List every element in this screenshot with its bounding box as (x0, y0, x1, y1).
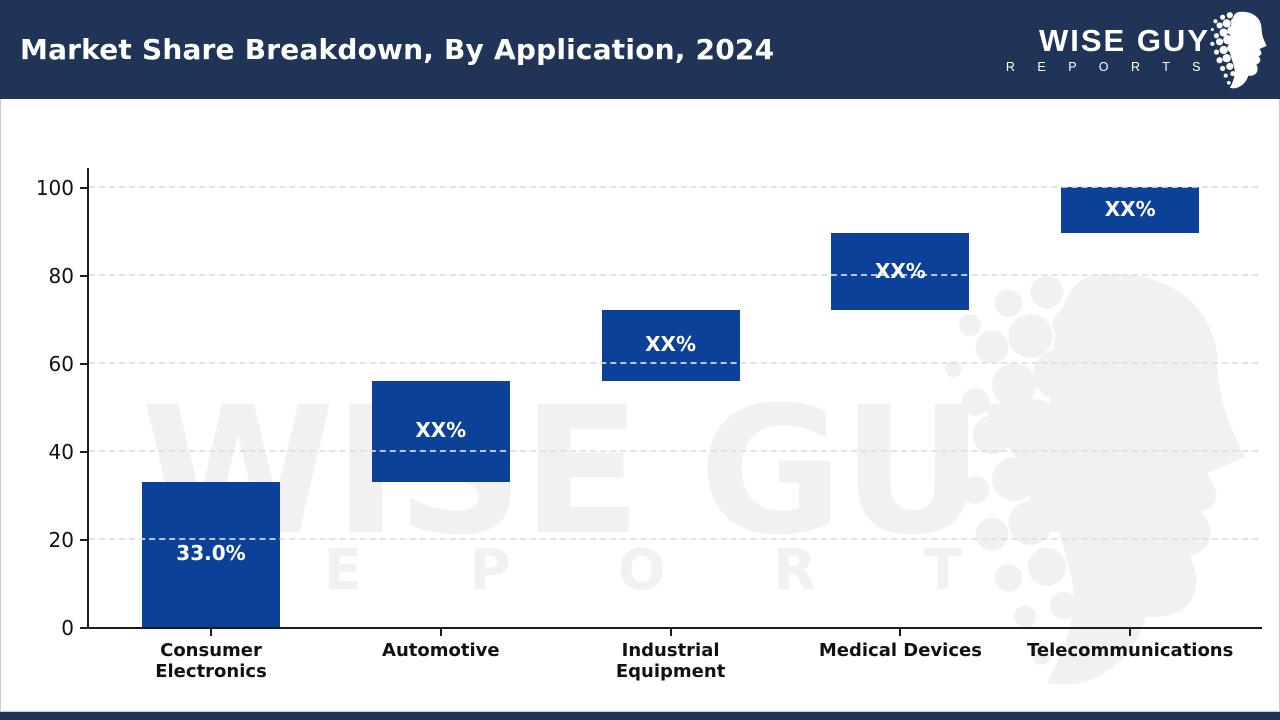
wiseguy-head-icon (1210, 11, 1267, 88)
gridline (89, 186, 1258, 188)
gridline (89, 362, 1258, 364)
y-tick-label: 40 (48, 440, 74, 464)
x-tick (439, 629, 442, 636)
y-tick-label: 20 (48, 528, 74, 552)
bar-value-label: XX% (874, 258, 926, 283)
category-label: Consumer Electronics (155, 640, 267, 682)
watermark-head-icon (942, 273, 1245, 685)
watermark-brand: WISE GUY (141, 369, 1110, 574)
bar-value-label: XX% (415, 418, 467, 443)
bar-value-label: 33.0% (176, 541, 246, 566)
header-bar: Market Share Breakdown, By Application, … (0, 0, 1280, 99)
x-tick (210, 629, 212, 636)
y-axis-line (87, 168, 89, 629)
logo-text: WISE GUY R E P O R T S (1002, 25, 1210, 74)
x-tick (669, 629, 672, 636)
category-label: Industrial Equipment (615, 640, 726, 682)
x-tick (1129, 629, 1132, 636)
y-tick-label: 0 (61, 616, 74, 640)
y-tick-label: 80 (48, 264, 74, 288)
logo-brand-text: WISE GUY (1038, 23, 1210, 58)
waterfall-bar (601, 310, 740, 381)
gridline (89, 274, 1258, 276)
waterfall-bar (142, 481, 280, 627)
y-tick (80, 627, 87, 629)
wiseguy-logo: WISE GUY R E P O R T S (1002, 0, 1270, 99)
gridline (89, 450, 1258, 452)
category-label: Telecommunications (1027, 640, 1234, 661)
logo-sub-text: R E P O R T S (1005, 60, 1210, 74)
y-tick (80, 539, 87, 541)
waterfall-bar (371, 380, 510, 482)
y-tick (80, 451, 87, 453)
category-label: Medical Devices (818, 640, 982, 661)
x-axis-line (87, 627, 1262, 629)
y-tick (80, 187, 87, 189)
gridline (89, 538, 1258, 540)
x-tick (899, 629, 902, 636)
footer-bar (0, 712, 1280, 720)
y-tick-label: 100 (35, 176, 74, 200)
y-tick (80, 363, 87, 365)
category-label: Automotive (382, 640, 500, 661)
waterfall-bar (831, 233, 970, 311)
bar-value-label: XX% (645, 332, 697, 357)
page-title: Market Share Breakdown, By Application, … (20, 33, 775, 66)
waterfall-bar (1061, 187, 1200, 234)
y-tick (80, 275, 87, 277)
y-tick-label: 60 (48, 352, 74, 376)
bar-value-label: XX% (1104, 197, 1156, 222)
watermark-sub: R E P O R T S (173, 538, 1154, 603)
